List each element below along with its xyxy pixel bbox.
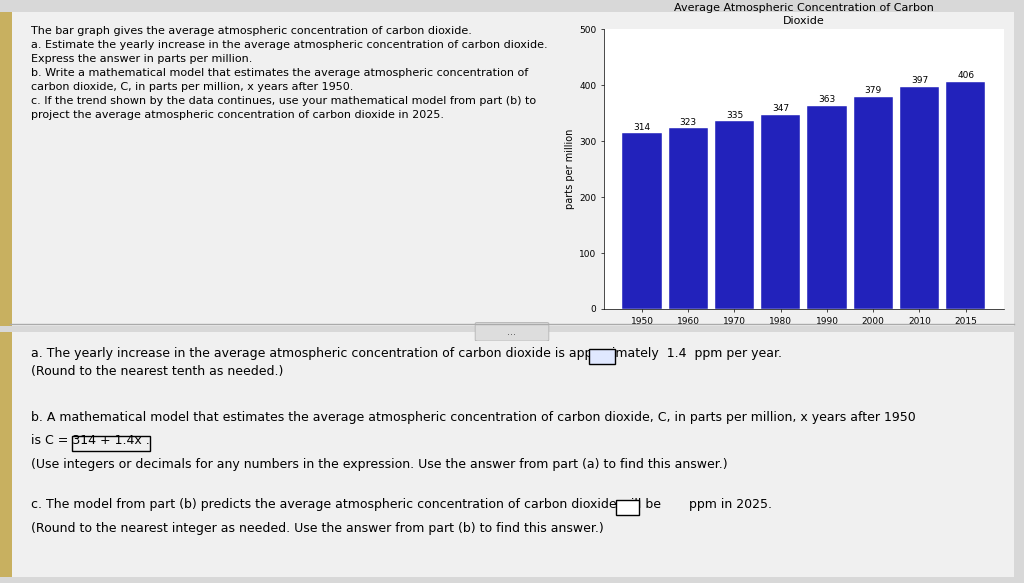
Text: ...: ... [508,326,516,337]
Text: is C = 314 + 1.4x .: is C = 314 + 1.4x . [31,434,150,447]
Bar [900,87,939,309]
Bar [761,115,801,309]
Text: 379: 379 [864,86,882,95]
Text: 397: 397 [910,76,928,85]
Bar [854,97,893,309]
Bar [623,134,662,309]
Bar [946,82,985,309]
Bar [715,121,754,309]
Text: The bar graph gives the average atmospheric concentration of carbon dioxide.
a. : The bar graph gives the average atmosphe… [31,26,548,120]
Text: 314: 314 [634,122,650,132]
Text: 406: 406 [957,71,974,80]
Text: a. The yearly increase in the average atmospheric concentration of carbon dioxid: a. The yearly increase in the average at… [31,347,781,378]
Text: (Use integers or decimals for any numbers in the expression. Use the answer from: (Use integers or decimals for any number… [31,458,727,470]
Text: 335: 335 [726,111,743,120]
Y-axis label: parts per million: parts per million [565,129,575,209]
Text: 347: 347 [772,104,790,113]
Title: Average Atmospheric Concentration of Carbon
Dioxide: Average Atmospheric Concentration of Car… [674,3,934,26]
Bar [669,128,708,309]
Text: 323: 323 [680,118,696,127]
Bar [807,106,847,309]
Text: 363: 363 [818,95,836,104]
Text: c. The model from part (b) predicts the average atmospheric concentration of car: c. The model from part (b) predicts the … [31,498,772,511]
Text: b. A mathematical model that estimates the average atmospheric concentration of : b. A mathematical model that estimates t… [31,411,915,424]
Text: (Round to the nearest integer as needed. Use the answer from part (b) to find th: (Round to the nearest integer as needed.… [31,522,603,535]
FancyBboxPatch shape [475,322,549,341]
